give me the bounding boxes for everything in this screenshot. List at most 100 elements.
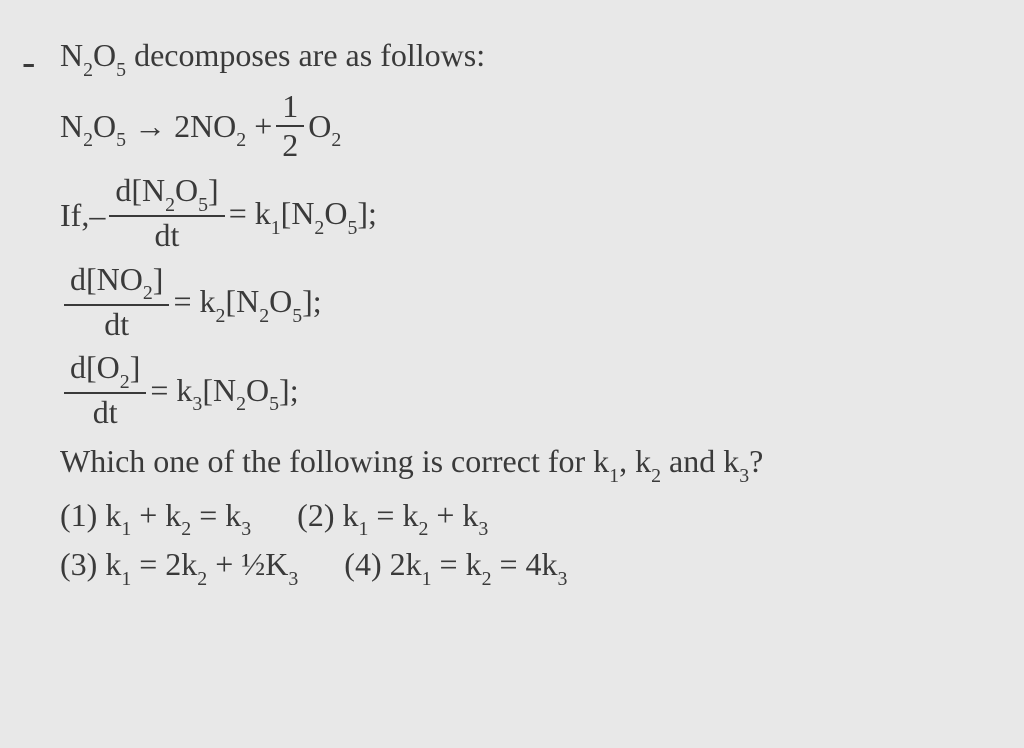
t: N bbox=[60, 108, 83, 144]
t: d[O bbox=[70, 349, 120, 385]
intro-text: N2O5 decomposes are as follows: bbox=[60, 37, 485, 73]
t: k bbox=[105, 546, 121, 582]
t: → bbox=[126, 108, 174, 144]
t: (1) bbox=[60, 497, 105, 533]
fraction-denominator: dt bbox=[109, 217, 224, 253]
t: ? bbox=[749, 443, 763, 479]
question-line: Which one of the following is correct fo… bbox=[60, 440, 976, 487]
t: 2 bbox=[418, 518, 428, 540]
option-3: (3) k1 = 2k2 + ½K3 bbox=[60, 543, 298, 590]
t: 1 bbox=[358, 518, 368, 540]
t: 3 bbox=[241, 518, 251, 540]
t: 2 bbox=[651, 465, 661, 487]
t: + ½K bbox=[207, 546, 288, 582]
t: = k bbox=[173, 283, 215, 319]
options-row-2: (3) k1 = 2k2 + ½K3 (4) 2k1 = k2 = 4k3 bbox=[60, 543, 976, 590]
t: 3 bbox=[288, 568, 298, 590]
t: 2 bbox=[236, 393, 246, 415]
t: 2 bbox=[181, 518, 191, 540]
t: 1 bbox=[121, 518, 131, 540]
t: and k bbox=[661, 443, 739, 479]
t: = 4k bbox=[491, 546, 557, 582]
options-row-1: (1) k1 + k2 = k3 (2) k1 = k2 + k3 bbox=[60, 494, 976, 541]
t: 1 bbox=[121, 568, 131, 590]
t: 5 bbox=[269, 393, 279, 415]
t: + k bbox=[428, 497, 478, 533]
fraction-denominator: dt bbox=[64, 306, 169, 342]
t: 5 bbox=[292, 305, 302, 327]
reaction-tail: O2 bbox=[308, 105, 341, 152]
t: [N bbox=[225, 283, 259, 319]
t: O bbox=[93, 108, 116, 144]
t: 3 bbox=[739, 465, 749, 487]
intro-line: N2O5 decomposes are as follows: bbox=[60, 34, 976, 81]
t: d[NO bbox=[70, 261, 143, 297]
rate2-rhs: = k2[N2O5]; bbox=[173, 280, 321, 327]
t: , k bbox=[619, 443, 651, 479]
t: 5 bbox=[116, 59, 126, 81]
rate3-rhs: = k3[N2O5]; bbox=[150, 369, 298, 416]
fraction-numerator: d[O2] bbox=[64, 350, 146, 394]
t: = k bbox=[368, 497, 418, 533]
t: 2k bbox=[390, 546, 422, 582]
t: 1 bbox=[271, 217, 281, 239]
t: decomposes are as follows: bbox=[126, 37, 485, 73]
t: [N bbox=[202, 372, 236, 408]
minus-sign: – bbox=[89, 194, 105, 237]
t: (4) bbox=[344, 546, 389, 582]
t: ]; bbox=[302, 283, 322, 319]
t: N bbox=[60, 37, 83, 73]
rate3-fraction: d[O2] dt bbox=[64, 350, 146, 430]
rate2-fraction: d[NO2] dt bbox=[64, 262, 169, 342]
t: O bbox=[93, 37, 116, 73]
t: 5 bbox=[116, 129, 126, 151]
t: = k bbox=[150, 372, 192, 408]
reaction-text: N2O5 → 2NO2 + bbox=[60, 105, 272, 152]
question-body: N2O5 decomposes are as follows: N2O5 → 2… bbox=[0, 0, 1024, 590]
t: 1 bbox=[422, 568, 432, 590]
t: k bbox=[105, 497, 121, 533]
t: 2 bbox=[216, 305, 226, 327]
option-2: (2) k1 = k2 + k3 bbox=[297, 494, 488, 541]
t: NO bbox=[190, 108, 236, 144]
t: 1 bbox=[609, 465, 619, 487]
reaction-equation: N2O5 → 2NO2 + 1 2 O2 bbox=[60, 89, 976, 167]
t: 3 bbox=[478, 518, 488, 540]
t: (3) bbox=[60, 546, 105, 582]
t: O bbox=[269, 283, 292, 319]
t: 2 bbox=[143, 282, 153, 304]
t: 2 bbox=[174, 108, 190, 144]
t: 5 bbox=[198, 194, 208, 216]
t: = 2k bbox=[131, 546, 197, 582]
t: O bbox=[308, 108, 331, 144]
t: 3 bbox=[558, 568, 568, 590]
options-block: (1) k1 + k2 = k3 (2) k1 = k2 + k3 (3) k1… bbox=[60, 494, 976, 590]
rate1-fraction: d[N2O5] dt bbox=[109, 173, 224, 253]
rate-equation-3: d[O2] dt = k3[N2O5]; bbox=[60, 352, 976, 432]
option-4: (4) 2k1 = k2 = 4k3 bbox=[344, 543, 567, 590]
option-1: (1) k1 + k2 = k3 bbox=[60, 494, 251, 541]
t: Which one of the following is correct fo… bbox=[60, 443, 609, 479]
t: 2 bbox=[331, 129, 341, 151]
t: [N bbox=[281, 195, 315, 231]
t: ]; bbox=[357, 195, 377, 231]
rate1-rhs: = k1[N2O5]; bbox=[229, 192, 377, 239]
t: 3 bbox=[192, 393, 202, 415]
t: 2 bbox=[482, 568, 492, 590]
t: + k bbox=[131, 497, 181, 533]
t: O bbox=[246, 372, 269, 408]
t: 2 bbox=[197, 568, 207, 590]
t: ] bbox=[153, 261, 164, 297]
t: ]; bbox=[279, 372, 299, 408]
t: k bbox=[342, 497, 358, 533]
t: = k bbox=[432, 546, 482, 582]
if-label: If, bbox=[60, 194, 89, 237]
t: = k bbox=[229, 195, 271, 231]
t: + bbox=[246, 108, 272, 144]
t: ] bbox=[130, 349, 141, 385]
t: 5 bbox=[347, 217, 357, 239]
t: 2 bbox=[83, 59, 93, 81]
t: d[N bbox=[115, 172, 165, 208]
t: O bbox=[324, 195, 347, 231]
t: = k bbox=[191, 497, 241, 533]
